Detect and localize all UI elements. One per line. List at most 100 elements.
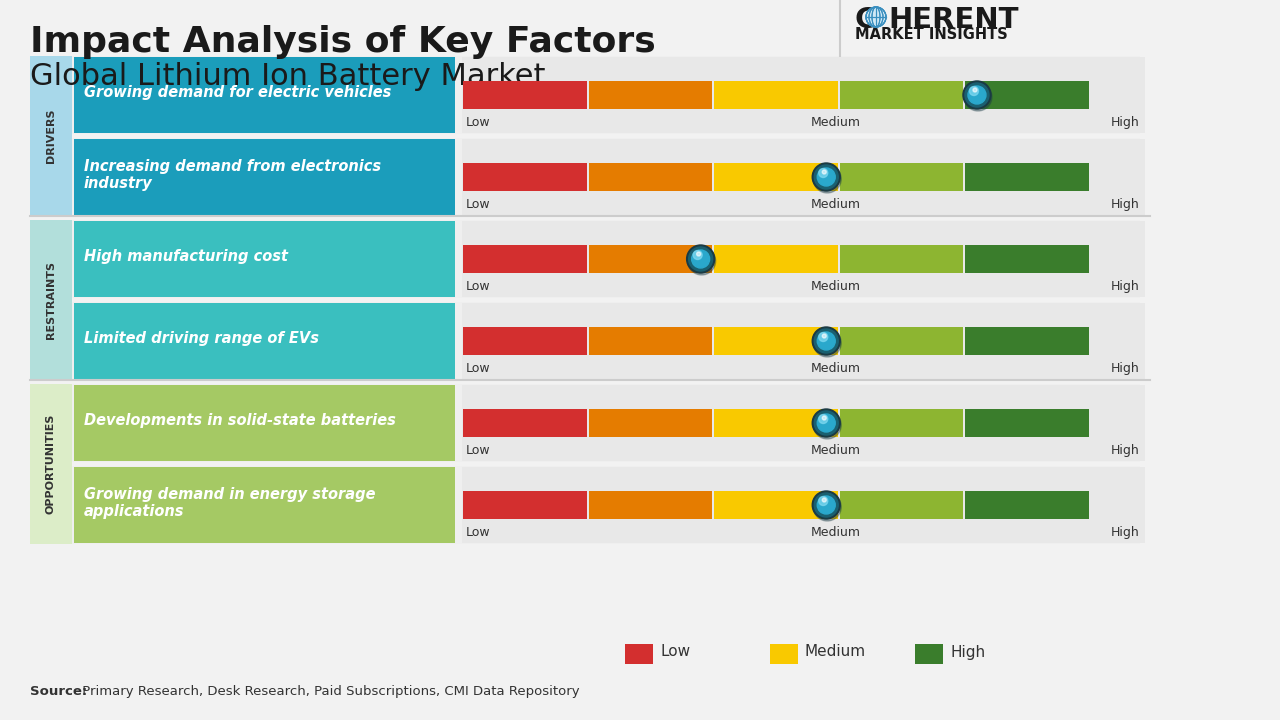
Text: Medium: Medium [810, 116, 860, 129]
Circle shape [813, 327, 840, 355]
FancyBboxPatch shape [463, 163, 586, 191]
Circle shape [814, 165, 838, 189]
Text: Growing demand in energy storage
applications: Growing demand in energy storage applica… [84, 487, 375, 519]
FancyBboxPatch shape [589, 327, 712, 355]
Circle shape [817, 496, 836, 514]
FancyBboxPatch shape [840, 163, 964, 191]
FancyBboxPatch shape [72, 384, 1140, 462]
Circle shape [963, 81, 991, 109]
FancyBboxPatch shape [72, 56, 1140, 134]
Text: Impact Analysis of Key Factors: Impact Analysis of Key Factors [29, 25, 655, 59]
Circle shape [686, 245, 714, 273]
Text: High: High [1111, 198, 1140, 211]
FancyBboxPatch shape [72, 302, 1140, 380]
Circle shape [968, 86, 986, 104]
FancyBboxPatch shape [463, 409, 586, 437]
Circle shape [814, 411, 838, 435]
FancyBboxPatch shape [965, 81, 1089, 109]
Circle shape [819, 333, 828, 341]
Text: Low: Low [466, 444, 490, 457]
Circle shape [822, 170, 827, 174]
Circle shape [817, 414, 836, 432]
FancyBboxPatch shape [965, 163, 1089, 191]
Circle shape [813, 163, 840, 191]
Text: Low: Low [466, 526, 490, 539]
FancyBboxPatch shape [915, 644, 943, 664]
Text: HERENT: HERENT [888, 6, 1019, 34]
Circle shape [822, 498, 827, 502]
Circle shape [694, 251, 703, 259]
Circle shape [969, 86, 978, 96]
Circle shape [814, 493, 838, 517]
FancyBboxPatch shape [29, 56, 72, 216]
Circle shape [817, 168, 836, 186]
Text: High: High [1111, 116, 1140, 129]
FancyBboxPatch shape [29, 384, 72, 544]
FancyBboxPatch shape [714, 163, 838, 191]
Text: Primary Research, Desk Research, Paid Subscriptions, CMI Data Repository: Primary Research, Desk Research, Paid Su… [78, 685, 580, 698]
Circle shape [814, 329, 838, 353]
Text: Low: Low [466, 116, 490, 129]
FancyBboxPatch shape [462, 57, 1146, 133]
FancyBboxPatch shape [74, 139, 454, 215]
Text: Source:: Source: [29, 685, 87, 698]
Text: Growing demand for electric vehicles: Growing demand for electric vehicles [84, 86, 392, 101]
FancyBboxPatch shape [589, 245, 712, 273]
Circle shape [817, 332, 836, 350]
Text: Low: Low [660, 644, 690, 660]
Text: Medium: Medium [805, 644, 867, 660]
Text: High manufacturing cost: High manufacturing cost [84, 250, 288, 264]
FancyBboxPatch shape [714, 327, 838, 355]
FancyBboxPatch shape [463, 81, 586, 109]
FancyBboxPatch shape [463, 491, 586, 519]
FancyBboxPatch shape [840, 491, 964, 519]
FancyBboxPatch shape [714, 409, 838, 437]
Text: High: High [1111, 526, 1140, 539]
Text: Global Lithium Ion Battery Market: Global Lithium Ion Battery Market [29, 62, 545, 91]
Circle shape [822, 416, 827, 420]
Text: Low: Low [466, 198, 490, 211]
Text: High: High [1111, 444, 1140, 457]
FancyBboxPatch shape [74, 221, 454, 297]
Circle shape [813, 165, 841, 193]
Text: High: High [1111, 362, 1140, 375]
FancyBboxPatch shape [462, 221, 1146, 297]
Text: C: C [855, 6, 877, 34]
FancyBboxPatch shape [965, 491, 1089, 519]
FancyBboxPatch shape [589, 409, 712, 437]
Circle shape [964, 83, 992, 111]
FancyBboxPatch shape [714, 245, 838, 273]
FancyBboxPatch shape [589, 491, 712, 519]
FancyBboxPatch shape [714, 491, 838, 519]
Text: Medium: Medium [810, 526, 860, 539]
FancyBboxPatch shape [589, 81, 712, 109]
Circle shape [687, 247, 716, 275]
Text: Medium: Medium [810, 280, 860, 293]
Text: RESTRAINTS: RESTRAINTS [46, 261, 56, 339]
Text: High: High [1111, 280, 1140, 293]
FancyBboxPatch shape [625, 644, 653, 664]
Text: OPPORTUNITIES: OPPORTUNITIES [46, 414, 56, 514]
Circle shape [813, 491, 840, 519]
Text: High: High [950, 644, 986, 660]
FancyBboxPatch shape [72, 466, 1140, 544]
FancyBboxPatch shape [74, 467, 454, 543]
FancyBboxPatch shape [463, 327, 586, 355]
FancyBboxPatch shape [74, 385, 454, 461]
FancyBboxPatch shape [589, 163, 712, 191]
FancyBboxPatch shape [462, 467, 1146, 543]
Text: Low: Low [466, 280, 490, 293]
Circle shape [813, 409, 840, 437]
Circle shape [696, 252, 700, 256]
Circle shape [813, 329, 841, 357]
FancyBboxPatch shape [74, 57, 454, 133]
Circle shape [973, 88, 977, 92]
FancyBboxPatch shape [965, 409, 1089, 437]
Circle shape [689, 247, 713, 271]
Text: Medium: Medium [810, 444, 860, 457]
FancyBboxPatch shape [72, 138, 1140, 216]
Circle shape [819, 415, 828, 423]
FancyBboxPatch shape [29, 220, 72, 380]
FancyBboxPatch shape [462, 303, 1146, 379]
Circle shape [822, 334, 827, 338]
